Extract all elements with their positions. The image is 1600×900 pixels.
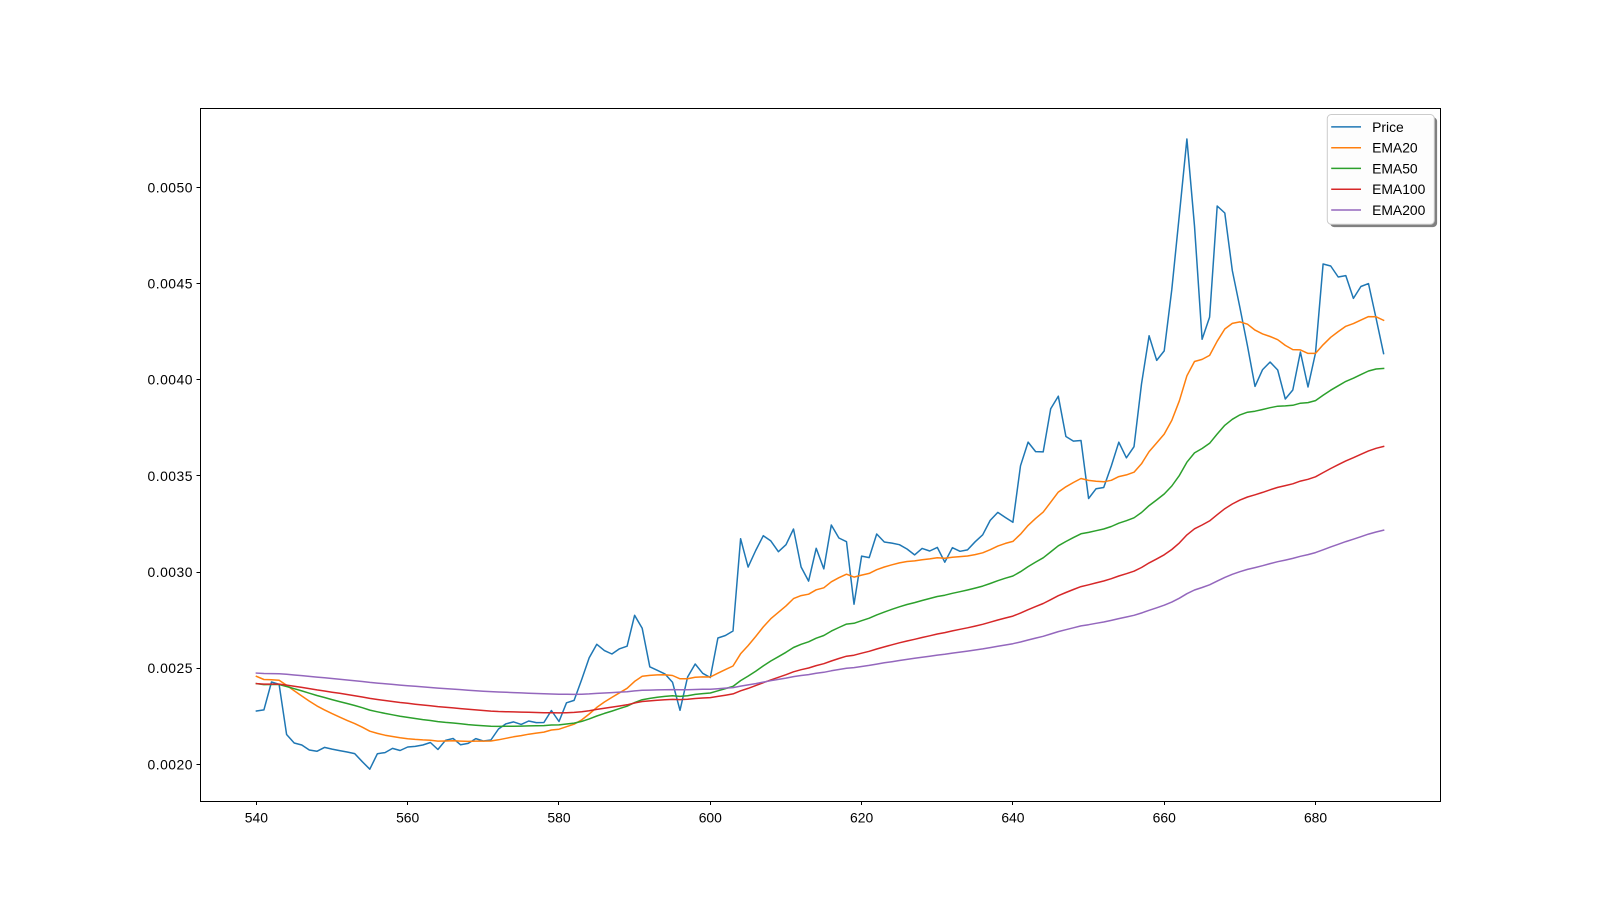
- svg-text:600: 600: [699, 809, 722, 825]
- svg-text:EMA20: EMA20: [1372, 140, 1418, 156]
- svg-text:620: 620: [850, 809, 873, 825]
- svg-text:0.0045: 0.0045: [148, 275, 194, 291]
- svg-text:580: 580: [547, 809, 570, 825]
- svg-text:0.0020: 0.0020: [148, 756, 194, 772]
- svg-text:0.0025: 0.0025: [148, 660, 194, 676]
- svg-text:540: 540: [245, 809, 268, 825]
- svg-text:0.0050: 0.0050: [148, 179, 194, 195]
- svg-text:0.0040: 0.0040: [148, 372, 194, 388]
- svg-text:560: 560: [396, 809, 419, 825]
- svg-text:640: 640: [1001, 809, 1024, 825]
- svg-text:Price: Price: [1372, 119, 1404, 135]
- svg-text:EMA200: EMA200: [1372, 202, 1426, 218]
- svg-text:0.0035: 0.0035: [148, 468, 194, 484]
- svg-text:660: 660: [1153, 809, 1176, 825]
- svg-text:680: 680: [1304, 809, 1327, 825]
- svg-text:0.0030: 0.0030: [148, 564, 194, 580]
- svg-text:EMA100: EMA100: [1372, 181, 1426, 197]
- svg-text:EMA50: EMA50: [1372, 160, 1418, 176]
